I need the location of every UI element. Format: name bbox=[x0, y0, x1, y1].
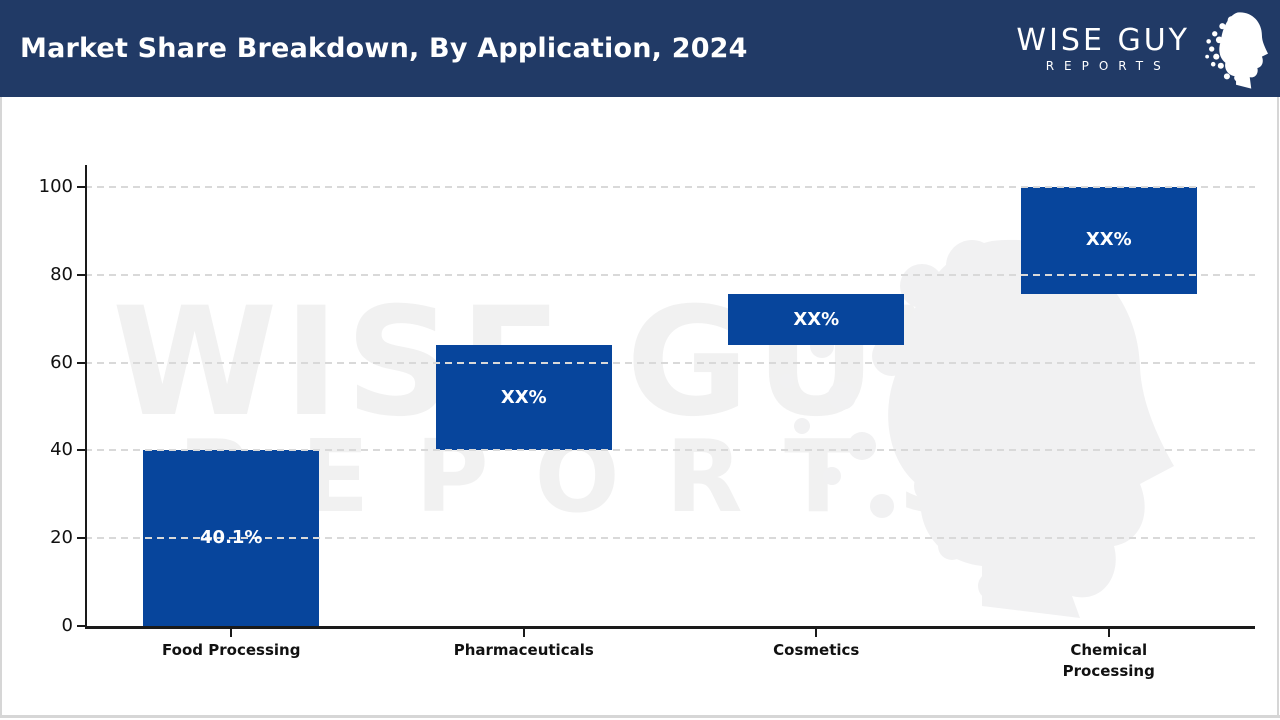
y-tick-label: 0 bbox=[61, 615, 73, 636]
y-tick-mark bbox=[77, 449, 85, 452]
brand-logo-wordmark: WISE GUY bbox=[1016, 22, 1190, 58]
page-title: Market Share Breakdown, By Application, … bbox=[20, 33, 748, 64]
x-category-label: Chemical Processing bbox=[1062, 641, 1155, 680]
bar-value-label: XX% bbox=[793, 308, 840, 330]
y-tick-label: 60 bbox=[50, 351, 73, 373]
y-tick-label: 100 bbox=[38, 176, 73, 197]
frame-bottom bbox=[0, 715, 1280, 718]
brand-logo-subtitle: REPORTS bbox=[1045, 58, 1171, 73]
bar-value-label: XX% bbox=[1085, 229, 1132, 251]
x-tick-mark bbox=[230, 629, 233, 637]
x-tick-mark bbox=[1107, 629, 1110, 637]
bar bbox=[728, 293, 905, 346]
bar-value-label: XX% bbox=[500, 386, 547, 408]
brand-logo: WISE GUY REPORTS bbox=[1016, 9, 1268, 89]
dotted-head-logo-icon bbox=[1205, 11, 1268, 89]
frame-right bbox=[1277, 97, 1279, 718]
x-tick-mark bbox=[522, 629, 525, 637]
x-category-label: Cosmetics bbox=[773, 641, 860, 659]
x-axis-line bbox=[85, 626, 1255, 629]
y-tick-mark bbox=[77, 361, 85, 364]
header-band: Market Share Breakdown, By Application, … bbox=[0, 0, 1280, 97]
y-tick-mark bbox=[77, 537, 85, 540]
x-tick-mark bbox=[815, 629, 818, 637]
frame-left bbox=[0, 97, 2, 718]
y-tick-label: 20 bbox=[50, 527, 73, 549]
x-category-label: Pharmaceuticals bbox=[453, 641, 594, 659]
y-gridline bbox=[85, 537, 1255, 540]
y-tick-mark bbox=[77, 625, 85, 627]
y-gridline bbox=[85, 273, 1255, 276]
y-tick-label: 80 bbox=[50, 263, 73, 285]
bar-value-label: 40.1% bbox=[200, 526, 263, 548]
y-gridline bbox=[85, 361, 1255, 364]
y-gridline bbox=[85, 449, 1255, 452]
y-tick-label: 40 bbox=[50, 439, 73, 461]
y-gridline bbox=[85, 186, 1255, 188]
y-tick-mark bbox=[77, 186, 85, 188]
bar bbox=[1020, 187, 1197, 294]
y-axis-line bbox=[85, 165, 87, 628]
x-category-label: Food Processing bbox=[162, 641, 301, 659]
y-tick-mark bbox=[77, 273, 85, 276]
